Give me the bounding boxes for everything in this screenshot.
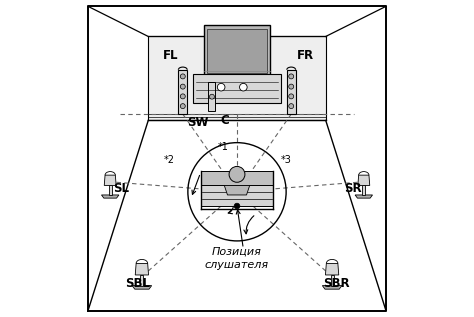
Text: SL: SL: [113, 182, 129, 195]
Bar: [209, 82, 216, 111]
Polygon shape: [135, 263, 148, 275]
Circle shape: [289, 94, 294, 99]
Text: слушателя: слушателя: [205, 260, 269, 270]
Text: *2: *2: [164, 155, 174, 165]
Polygon shape: [148, 36, 326, 120]
Text: SBR: SBR: [324, 277, 350, 290]
Polygon shape: [322, 286, 342, 289]
Text: *1: *1: [217, 142, 228, 152]
Bar: [287, 70, 296, 114]
Bar: [201, 185, 273, 206]
Text: SW: SW: [187, 115, 208, 129]
Circle shape: [289, 74, 294, 79]
Bar: [178, 70, 187, 114]
Circle shape: [180, 94, 185, 99]
Text: SBL: SBL: [125, 277, 150, 290]
Circle shape: [210, 94, 214, 99]
Bar: [204, 25, 270, 76]
Circle shape: [239, 83, 247, 91]
Polygon shape: [104, 175, 116, 185]
Polygon shape: [101, 195, 119, 198]
Bar: [140, 275, 144, 286]
Polygon shape: [224, 185, 250, 195]
Circle shape: [289, 104, 294, 109]
Polygon shape: [132, 286, 152, 289]
Text: FL: FL: [163, 49, 178, 62]
Bar: [207, 29, 267, 73]
Circle shape: [180, 74, 185, 79]
Bar: [330, 275, 334, 286]
Bar: [201, 171, 273, 185]
Circle shape: [180, 104, 185, 109]
Circle shape: [229, 166, 245, 182]
Bar: [363, 185, 365, 195]
Text: Позиция: Позиция: [212, 247, 262, 257]
Polygon shape: [355, 195, 373, 198]
Circle shape: [289, 84, 294, 89]
Polygon shape: [358, 175, 370, 185]
Text: C: C: [220, 114, 228, 127]
Bar: [109, 185, 111, 195]
Text: FR: FR: [297, 49, 314, 62]
Text: *3: *3: [281, 155, 292, 165]
Circle shape: [234, 203, 240, 209]
Bar: [192, 74, 282, 103]
Circle shape: [180, 84, 185, 89]
Text: SR: SR: [344, 182, 362, 195]
Circle shape: [218, 83, 225, 91]
Polygon shape: [326, 263, 339, 275]
